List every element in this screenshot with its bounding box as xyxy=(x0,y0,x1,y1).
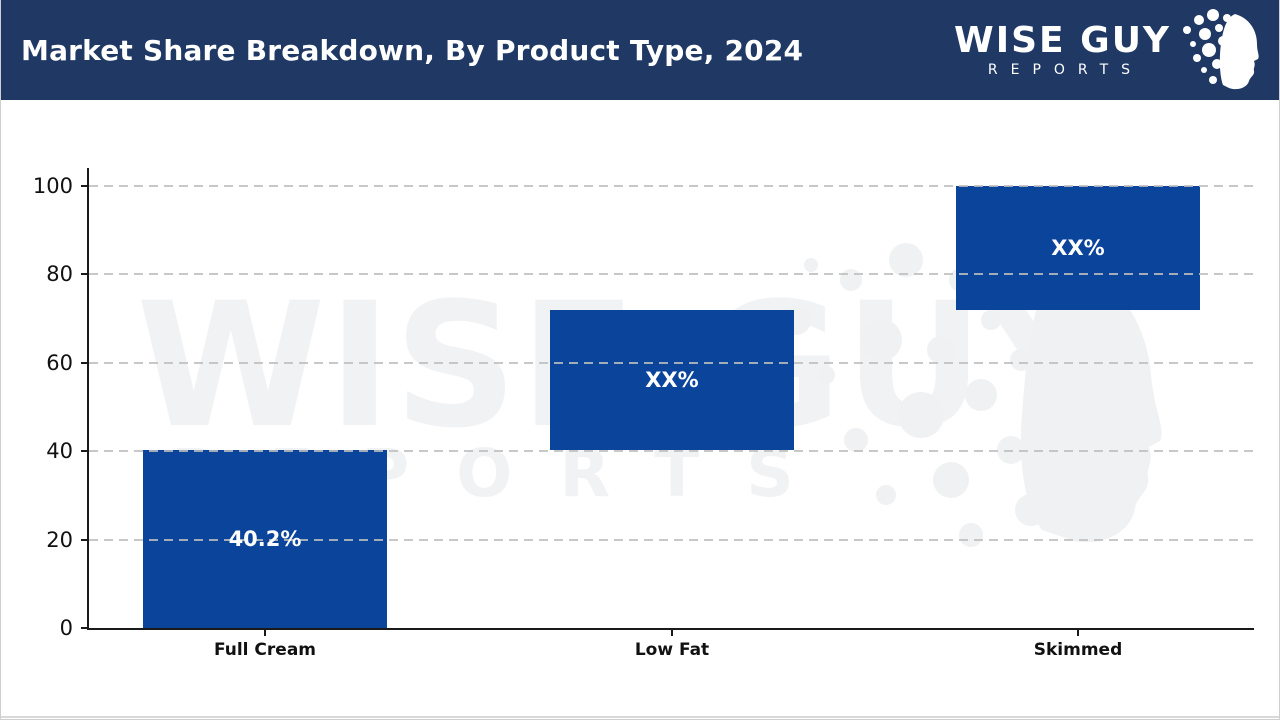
x-tick-mark xyxy=(1077,628,1079,636)
y-axis-tick-label: 60 xyxy=(46,350,73,375)
gridline xyxy=(89,273,1254,276)
x-axis-category-label: Low Fat xyxy=(634,640,710,660)
bar-value-label: XX% xyxy=(645,368,699,393)
x-tick-mark xyxy=(671,628,673,636)
brand-face-icon xyxy=(1183,9,1259,90)
brand-name-text: WISE GUY xyxy=(953,20,1171,61)
header-bar: Market Share Breakdown, By Product Type,… xyxy=(1,0,1279,100)
y-axis-tick-label: 80 xyxy=(46,262,73,287)
y-tick-mark xyxy=(81,361,89,364)
bar-low-fat[interactable] xyxy=(550,309,794,451)
chart-canvas: WISE GUY REPORTS 40.2% Full Cream XX% Low F… xyxy=(1,100,1279,719)
footer-divider xyxy=(1,716,1279,718)
gridline xyxy=(89,450,1254,453)
y-axis-line xyxy=(87,168,89,630)
bar-value-label: XX% xyxy=(1051,235,1105,260)
x-axis-line xyxy=(87,628,1254,630)
y-axis-tick-label: 0 xyxy=(59,616,73,640)
y-tick-mark xyxy=(81,450,89,453)
bar-value-label: 40.2% xyxy=(228,527,302,552)
y-tick-mark xyxy=(81,627,89,629)
brand-subtitle-text: REPORTS xyxy=(987,62,1144,78)
x-axis-category-label: Full Cream xyxy=(213,640,317,660)
y-axis-tick-label: 40 xyxy=(46,439,73,464)
y-axis-tick-label: 100 xyxy=(32,174,73,198)
y-tick-mark xyxy=(81,273,89,276)
page-title: Market Share Breakdown, By Product Type,… xyxy=(21,33,804,67)
x-axis-category-label: Skimmed xyxy=(1033,640,1123,660)
gridline xyxy=(89,361,1254,364)
y-axis-tick-label: 20 xyxy=(46,527,73,552)
x-tick-mark xyxy=(264,628,266,636)
gridline xyxy=(89,185,1254,187)
gridline xyxy=(89,538,1254,541)
brand-wordmark: WISE GUY REPORTS xyxy=(953,20,1171,78)
brand-logo: WISE GUY REPORTS xyxy=(954,8,1261,92)
y-tick-mark xyxy=(81,538,89,541)
y-tick-mark xyxy=(81,185,89,187)
